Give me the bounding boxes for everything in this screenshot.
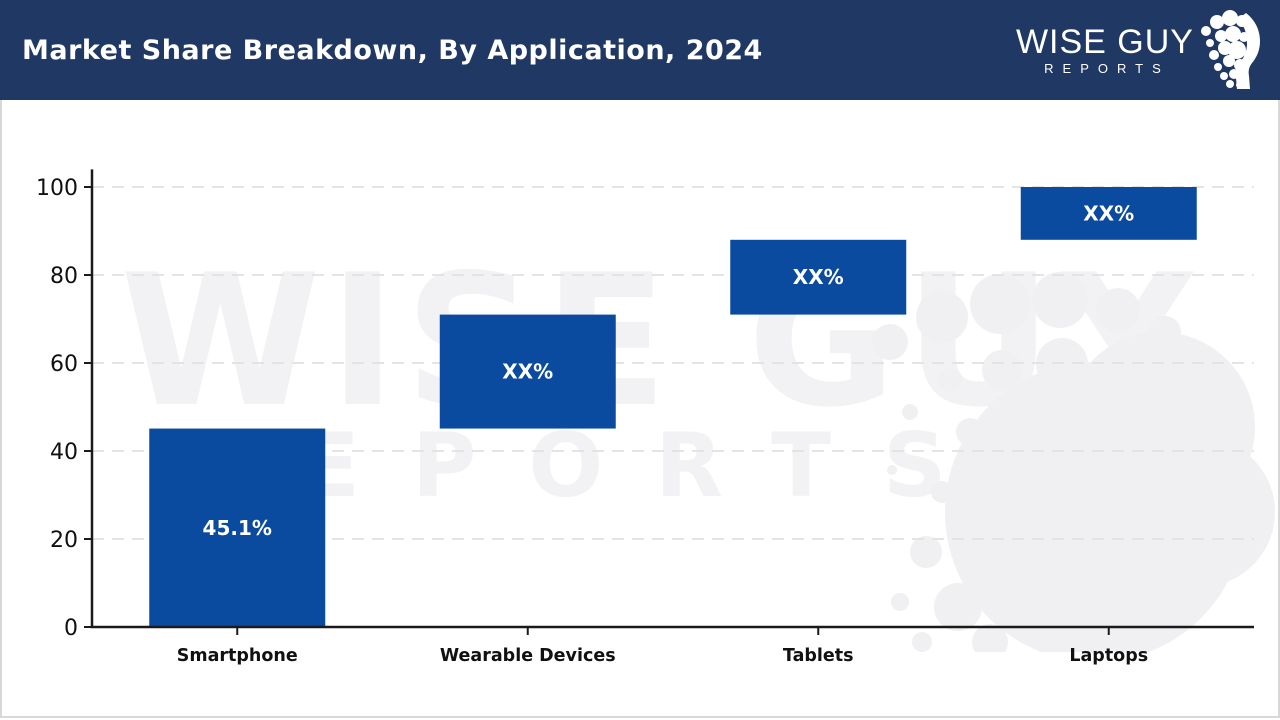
bar-value-label: 45.1% — [203, 516, 272, 540]
logo-head-icon — [1201, 10, 1260, 89]
bar-tablets[interactable] — [730, 239, 907, 315]
y-tick-label: 100 — [36, 176, 78, 201]
chart-area: WISE GUY REPORTS 0 20 40 60 80 100 45.1% Sma — [0, 100, 1280, 718]
y-tick-label: 40 — [50, 440, 78, 465]
bar-value-label: XX% — [502, 360, 553, 384]
bar-laptops[interactable] — [1020, 187, 1197, 240]
x-category-label: Wearable Devices — [440, 646, 616, 666]
y-tick-label: 80 — [50, 264, 78, 289]
y-tick-label: 0 — [64, 616, 78, 641]
y-tick-label: 60 — [50, 352, 78, 377]
bar-smartphone[interactable] — [149, 428, 326, 627]
bar-value-label: XX% — [793, 265, 844, 289]
bar-value-label: XX% — [1083, 201, 1134, 225]
x-category-label: Laptops — [1069, 646, 1148, 666]
x-category-label: Tablets — [783, 646, 854, 666]
x-category-label: Smartphone — [177, 646, 298, 666]
header: Market Share Breakdown, By Application, … — [0, 0, 1280, 100]
y-tick-label: 20 — [50, 528, 78, 553]
bar-wearable-devices[interactable] — [439, 314, 616, 429]
logo-subtitle: REPORTS — [1044, 61, 1170, 76]
logo-wordmark: WISE GUY — [1015, 23, 1194, 61]
brand-logo: WISE GUY REPORTS — [1016, 9, 1262, 91]
chart-title: Market Share Breakdown, By Application, … — [22, 34, 763, 66]
waterfall-chart: 0 20 40 60 80 100 45.1% Smartphone XX% Wearable D… — [36, 169, 1254, 666]
